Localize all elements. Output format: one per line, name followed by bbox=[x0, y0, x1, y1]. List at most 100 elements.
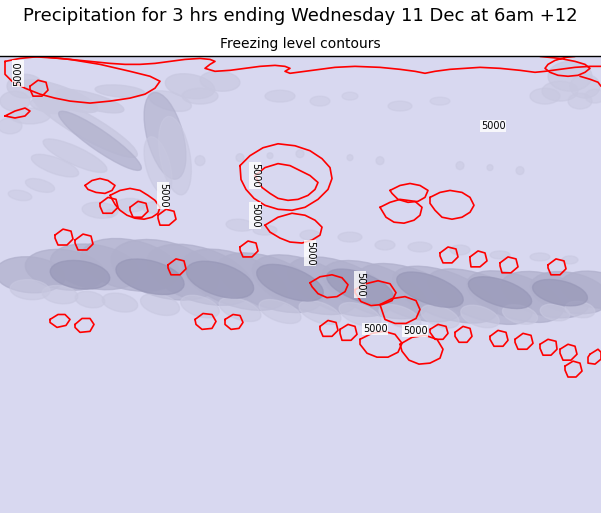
Ellipse shape bbox=[585, 89, 601, 103]
Ellipse shape bbox=[165, 74, 215, 98]
Ellipse shape bbox=[7, 74, 43, 98]
Ellipse shape bbox=[468, 277, 532, 308]
Ellipse shape bbox=[0, 118, 22, 134]
Ellipse shape bbox=[236, 154, 244, 162]
Text: Freezing level contours: Freezing level contours bbox=[220, 37, 381, 51]
Text: 5000: 5000 bbox=[158, 183, 168, 208]
Ellipse shape bbox=[540, 304, 570, 321]
Ellipse shape bbox=[56, 89, 124, 113]
Ellipse shape bbox=[183, 249, 287, 310]
Text: 5000: 5000 bbox=[250, 163, 260, 188]
Ellipse shape bbox=[59, 111, 141, 170]
Ellipse shape bbox=[450, 245, 470, 255]
Ellipse shape bbox=[456, 162, 464, 170]
Ellipse shape bbox=[530, 88, 560, 104]
Ellipse shape bbox=[115, 199, 145, 212]
Ellipse shape bbox=[516, 167, 524, 174]
Ellipse shape bbox=[565, 301, 595, 318]
Ellipse shape bbox=[25, 249, 105, 290]
Ellipse shape bbox=[81, 239, 179, 291]
Ellipse shape bbox=[182, 88, 218, 104]
Ellipse shape bbox=[200, 71, 240, 91]
Ellipse shape bbox=[327, 269, 393, 304]
Ellipse shape bbox=[106, 209, 114, 217]
Ellipse shape bbox=[397, 272, 463, 307]
Text: 5000: 5000 bbox=[305, 241, 315, 265]
Ellipse shape bbox=[144, 92, 186, 179]
Ellipse shape bbox=[75, 291, 105, 308]
Ellipse shape bbox=[288, 257, 392, 317]
Ellipse shape bbox=[116, 259, 184, 294]
Ellipse shape bbox=[159, 116, 191, 195]
Ellipse shape bbox=[31, 154, 79, 177]
Ellipse shape bbox=[50, 244, 139, 290]
Ellipse shape bbox=[218, 253, 322, 312]
Ellipse shape bbox=[376, 156, 384, 165]
Ellipse shape bbox=[338, 232, 362, 242]
Ellipse shape bbox=[0, 256, 65, 293]
Ellipse shape bbox=[568, 93, 592, 109]
Text: 5000: 5000 bbox=[355, 272, 365, 297]
Ellipse shape bbox=[461, 305, 499, 328]
Ellipse shape bbox=[542, 81, 578, 101]
Ellipse shape bbox=[143, 201, 167, 213]
Ellipse shape bbox=[562, 256, 578, 264]
Ellipse shape bbox=[560, 271, 601, 308]
Ellipse shape bbox=[339, 303, 381, 326]
Ellipse shape bbox=[548, 62, 592, 91]
Ellipse shape bbox=[195, 155, 205, 166]
Ellipse shape bbox=[82, 202, 118, 219]
Ellipse shape bbox=[408, 242, 432, 252]
Ellipse shape bbox=[0, 91, 30, 111]
Ellipse shape bbox=[181, 295, 219, 318]
Ellipse shape bbox=[111, 240, 219, 300]
Text: 5000: 5000 bbox=[481, 121, 505, 131]
Ellipse shape bbox=[95, 85, 145, 97]
Ellipse shape bbox=[487, 165, 493, 170]
Ellipse shape bbox=[253, 225, 277, 235]
Ellipse shape bbox=[186, 261, 254, 298]
Ellipse shape bbox=[144, 136, 172, 194]
Ellipse shape bbox=[219, 298, 261, 322]
Ellipse shape bbox=[226, 219, 254, 231]
Ellipse shape bbox=[10, 108, 50, 124]
Ellipse shape bbox=[10, 280, 50, 300]
Ellipse shape bbox=[531, 271, 601, 314]
Ellipse shape bbox=[502, 305, 537, 324]
Ellipse shape bbox=[490, 251, 510, 259]
Ellipse shape bbox=[259, 300, 301, 324]
Ellipse shape bbox=[299, 301, 341, 324]
Ellipse shape bbox=[467, 271, 563, 323]
Ellipse shape bbox=[530, 253, 550, 261]
Ellipse shape bbox=[358, 264, 462, 322]
Ellipse shape bbox=[375, 240, 395, 250]
Text: 5000: 5000 bbox=[362, 324, 387, 334]
Text: Precipitation for 3 hrs ending Wednesday 11 Dec at 6am +12: Precipitation for 3 hrs ending Wednesday… bbox=[23, 7, 578, 25]
Ellipse shape bbox=[532, 280, 587, 306]
Ellipse shape bbox=[265, 90, 295, 102]
Ellipse shape bbox=[300, 230, 320, 240]
Ellipse shape bbox=[323, 261, 427, 319]
Ellipse shape bbox=[102, 293, 138, 312]
Ellipse shape bbox=[8, 190, 32, 201]
Ellipse shape bbox=[137, 202, 143, 208]
Ellipse shape bbox=[42, 285, 78, 304]
Ellipse shape bbox=[430, 97, 450, 105]
Ellipse shape bbox=[147, 244, 253, 305]
Ellipse shape bbox=[267, 153, 273, 159]
Text: 5000: 5000 bbox=[403, 326, 427, 337]
Ellipse shape bbox=[32, 94, 137, 157]
Ellipse shape bbox=[392, 266, 497, 323]
Ellipse shape bbox=[310, 96, 330, 106]
Ellipse shape bbox=[379, 305, 421, 328]
Ellipse shape bbox=[342, 92, 358, 100]
Ellipse shape bbox=[257, 264, 323, 301]
Ellipse shape bbox=[252, 255, 358, 314]
Ellipse shape bbox=[570, 74, 600, 98]
Ellipse shape bbox=[296, 150, 304, 157]
Ellipse shape bbox=[30, 98, 70, 114]
Ellipse shape bbox=[148, 91, 191, 111]
Ellipse shape bbox=[22, 80, 98, 113]
Text: 5000: 5000 bbox=[13, 61, 23, 86]
Text: 5000: 5000 bbox=[250, 203, 260, 228]
